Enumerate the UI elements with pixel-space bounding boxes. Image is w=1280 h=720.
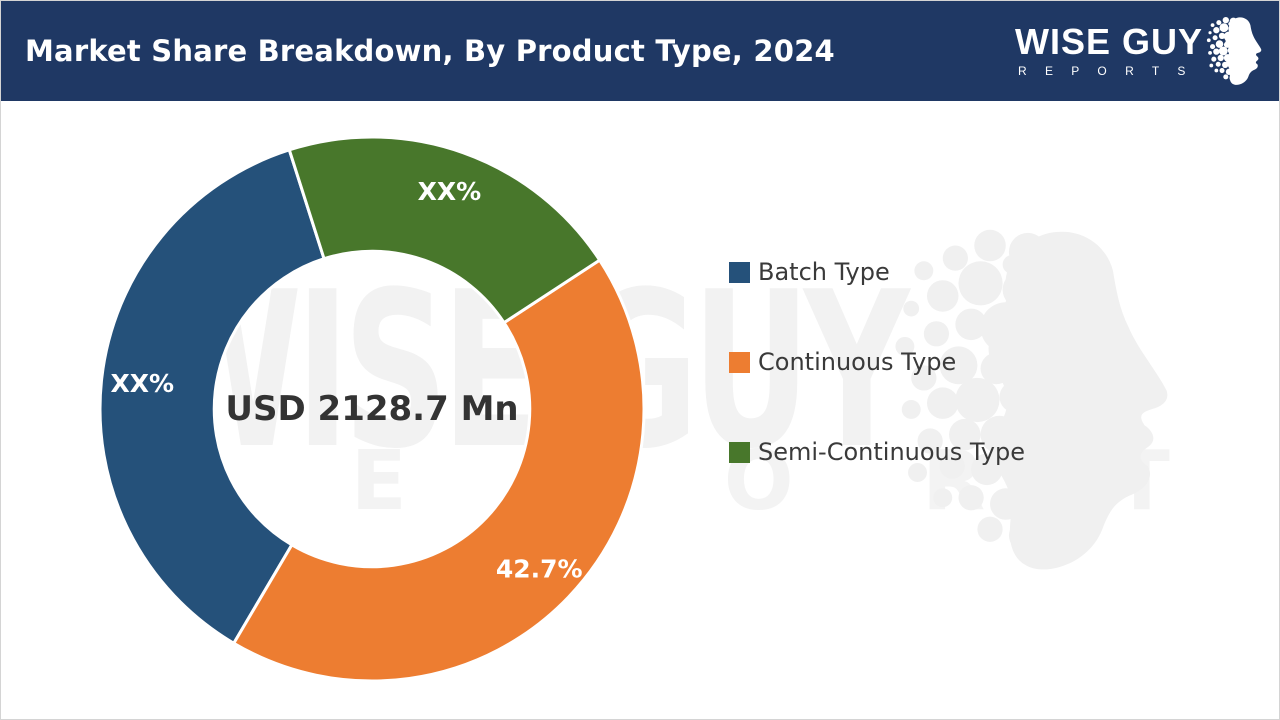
slice-label-semi-continuous-type: XX% <box>418 177 482 206</box>
chart-legend: Batch Type Continuous Type Semi-Continuous… <box>729 258 1026 466</box>
pie-slice-batch-type <box>98 148 326 645</box>
legend-item-continuous-type: Continuous Type <box>729 348 1025 376</box>
legend-item-semi-continuous-type: Semi-Continuous Type <box>729 438 1026 466</box>
legend-label: Continuous Type <box>758 348 957 376</box>
legend-swatch-icon <box>729 261 750 283</box>
page-title: Market Share Breakdown, By Product Type,… <box>25 34 835 68</box>
legend-label: Batch Type <box>758 258 890 286</box>
pie-slice-continuous-type <box>232 258 646 683</box>
legend-swatch-icon <box>729 351 750 373</box>
donut-chart: XX% 42.7% XX% <box>98 135 646 683</box>
legend-label: Semi-Continuous Type <box>758 438 1026 466</box>
wise-guy-logo: WISE GUY R E P O R T S <box>1015 15 1263 87</box>
legend-item-batch-type: Batch Type <box>729 258 1025 286</box>
logo-wordmark: WISE GUY <box>1014 21 1203 62</box>
slice-label-continuous-type: 42.7% <box>496 555 583 584</box>
header-bar: Market Share Breakdown, By Product Type,… <box>1 1 1279 101</box>
slice-label-batch-type: XX% <box>110 369 174 398</box>
logo-subtext: R E P O R T S <box>1017 64 1193 78</box>
pie-slice-semi-continuous-type <box>287 135 602 325</box>
logo-face-icon <box>1206 16 1262 85</box>
legend-swatch-icon <box>729 441 750 463</box>
chart-center-value: USD 2128.7 Mn <box>225 389 519 429</box>
